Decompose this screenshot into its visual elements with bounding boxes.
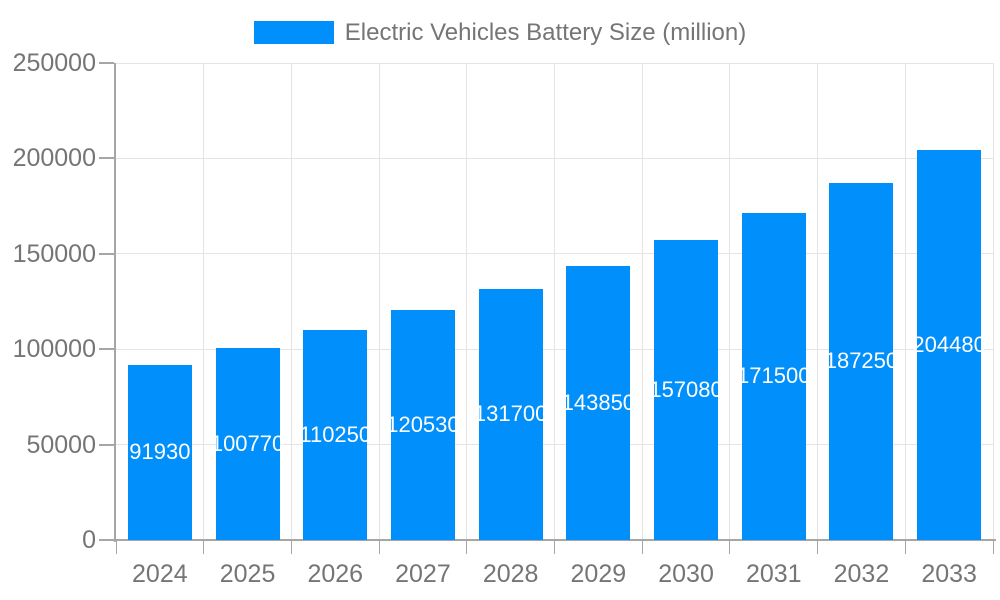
bar-2029[interactable] — [566, 265, 631, 540]
bar-2026[interactable] — [303, 329, 368, 540]
bar-2024[interactable] — [127, 364, 192, 540]
bar-2030[interactable] — [654, 240, 719, 540]
bar-2025[interactable] — [215, 347, 280, 540]
y-tick-label: 150000 — [12, 239, 96, 268]
gridline-vertical — [904, 63, 906, 540]
x-tick-label: 2027 — [395, 560, 451, 588]
gridline-vertical — [729, 63, 731, 540]
y-axis-tick — [99, 348, 114, 351]
gridline-vertical — [203, 63, 205, 540]
x-tick-label: 2031 — [745, 560, 802, 588]
x-axis-tick — [290, 541, 292, 554]
bar-2033[interactable] — [917, 149, 982, 540]
x-axis-tick — [817, 541, 819, 554]
y-axis-tick — [99, 252, 114, 255]
gridline-vertical — [466, 63, 468, 540]
y-tick-label: 200000 — [12, 144, 96, 173]
bar-value-label: 110250 — [299, 421, 372, 447]
gridline-vertical — [290, 63, 292, 540]
x-axis-tick — [992, 541, 994, 554]
x-tick-label: 2028 — [482, 560, 539, 588]
bar-value-label: 171500 — [737, 363, 811, 389]
x-axis-tick — [904, 541, 906, 554]
gridline-vertical — [378, 63, 380, 540]
bar-value-label: 204480 — [912, 331, 986, 357]
x-tick-label: 2030 — [658, 560, 714, 588]
x-axis-tick — [729, 541, 731, 554]
y-tick-label: 250000 — [12, 49, 96, 77]
legend-item[interactable]: Electric Vehicles Battery Size (million) — [0, 19, 1000, 46]
bar-value-label: 143850 — [561, 389, 636, 415]
y-axis-line — [114, 63, 116, 542]
bar-value-label: 120530 — [386, 412, 460, 437]
y-axis-tick — [99, 539, 114, 541]
y-axis-tick — [99, 443, 114, 446]
x-tick-label: 2026 — [307, 560, 364, 588]
x-axis-tick — [115, 541, 117, 554]
x-tick-label: 2024 — [132, 560, 188, 588]
bar-value-label: 91930 — [129, 439, 191, 465]
x-axis-tick — [554, 541, 555, 554]
y-tick-label: 50000 — [26, 430, 96, 459]
y-tick-label: 0 — [82, 526, 96, 554]
bar-2027[interactable] — [390, 310, 455, 540]
bar-2028[interactable] — [478, 288, 543, 540]
y-tick-label: 100000 — [12, 335, 96, 364]
x-axis-tick — [378, 541, 380, 554]
y-axis-tick — [99, 62, 114, 64]
x-tick-label: 2029 — [570, 560, 627, 588]
gridline-vertical — [554, 63, 555, 540]
gridline-vertical — [641, 63, 643, 540]
legend-label: Electric Vehicles Battery Size (million) — [344, 19, 747, 46]
y-axis-tick — [99, 157, 114, 160]
legend-swatch-icon — [253, 21, 334, 44]
x-axis-tick — [466, 541, 468, 554]
gridline-vertical — [817, 63, 819, 540]
bar-value-label: 187250 — [824, 348, 899, 374]
x-axis-tick — [203, 541, 205, 554]
x-tick-label: 2032 — [833, 560, 890, 588]
bar-value-label: 100770 — [210, 430, 285, 456]
bar-value-label: 131700 — [473, 401, 548, 427]
bar-2032[interactable] — [829, 182, 894, 540]
bar-value-label: 157080 — [649, 377, 723, 403]
x-tick-label: 2025 — [219, 560, 276, 588]
x-axis-line — [114, 539, 996, 541]
gridline-vertical — [992, 63, 994, 540]
bar-2031[interactable] — [741, 212, 806, 540]
x-axis-tick — [641, 541, 643, 554]
x-tick-label: 2033 — [921, 560, 977, 588]
